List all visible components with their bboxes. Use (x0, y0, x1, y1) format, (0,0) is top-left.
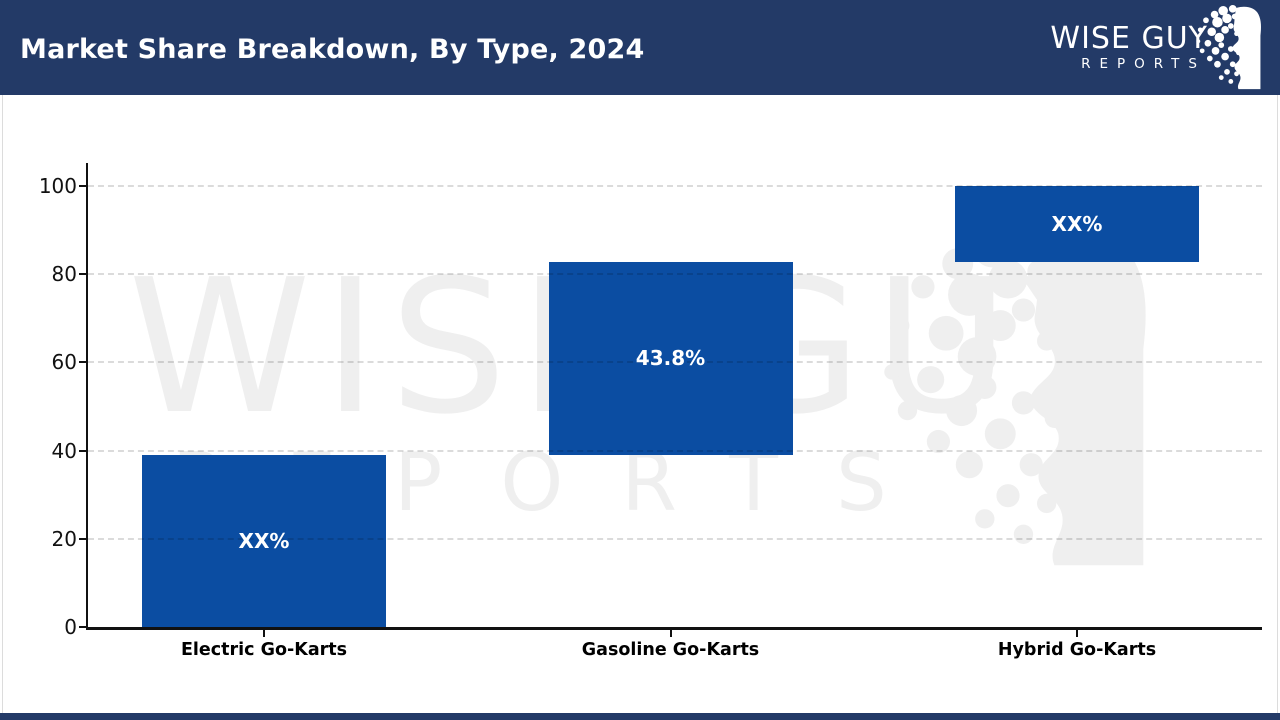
logo-subtitle: REPORTS (1081, 56, 1206, 72)
x-tick-mark (263, 629, 265, 637)
logo-wordmark: WISE GUY (1050, 21, 1208, 56)
gridline (88, 185, 1262, 187)
x-tick-label: Hybrid Go-Karts (997, 640, 1157, 660)
y-tick-mark (79, 361, 87, 364)
x-tick-label: Electric Go-Karts (180, 640, 348, 660)
x-tick-mark (1076, 629, 1078, 637)
gridline (88, 537, 1262, 540)
y-tick-mark (79, 449, 87, 452)
y-tick-label: 20 (51, 526, 77, 551)
bar-gasoline-go-karts (548, 261, 793, 455)
wise-guy-face-icon (1196, 5, 1262, 90)
y-tick-label: 60 (51, 350, 77, 375)
page-title: Market Share Breakdown, By Type, 2024 (20, 34, 645, 65)
y-tick-mark (79, 185, 87, 187)
gridline (88, 361, 1262, 364)
y-tick-label: 80 (51, 262, 77, 287)
y-tick-label: 40 (51, 438, 77, 463)
header-bar: Market Share Breakdown, By Type, 2024 WI… (0, 0, 1280, 95)
bar-value-label: XX% (1051, 211, 1103, 236)
y-tick-mark (79, 626, 87, 628)
y-tick-mark (79, 273, 87, 276)
bar-electric-go-karts (142, 455, 386, 627)
x-axis (86, 627, 1262, 630)
y-tick-mark (79, 537, 87, 540)
footer-accent-bar (0, 713, 1280, 720)
x-tick-label: Gasoline Go-Karts (581, 640, 760, 660)
bar-value-label: 43.8% (635, 346, 706, 371)
gridline (88, 273, 1262, 276)
y-axis (86, 163, 88, 629)
brand-logo: WISE GUY REPORTS (1022, 0, 1272, 95)
bar-value-label: XX% (238, 529, 290, 553)
x-tick-mark (669, 629, 672, 637)
y-tick-label: 0 (64, 615, 77, 639)
gridline (88, 449, 1262, 452)
y-tick-label: 100 (38, 174, 77, 198)
